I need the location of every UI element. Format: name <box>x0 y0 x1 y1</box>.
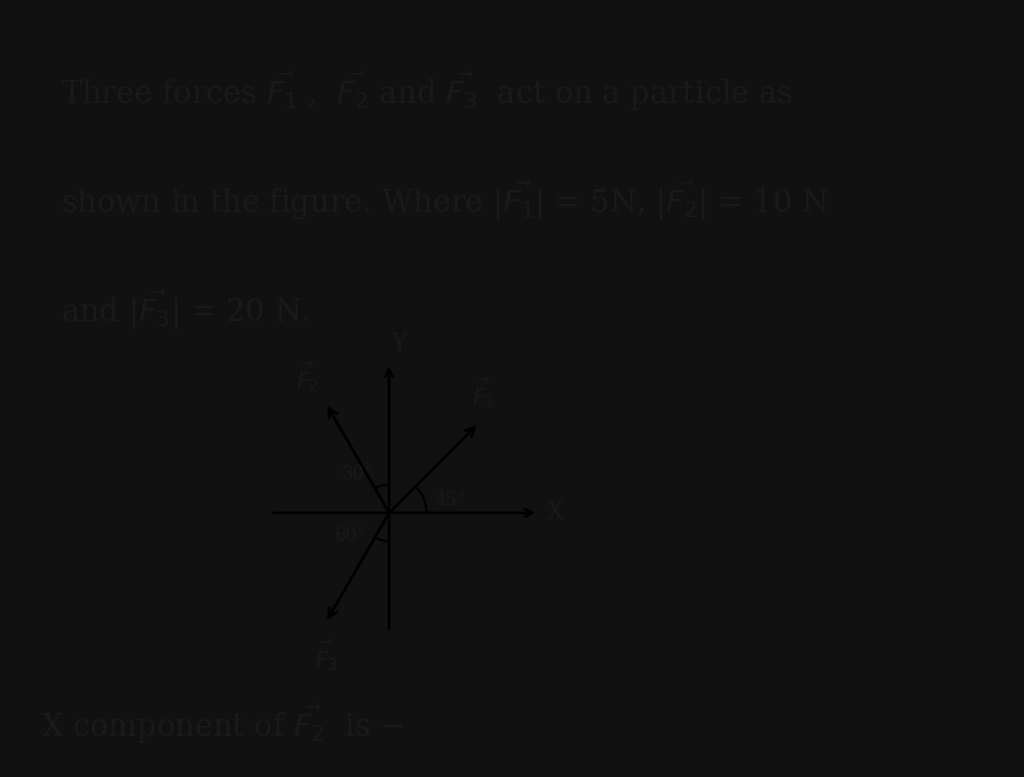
Text: X component of $\vec{F_2}$  is −: X component of $\vec{F_2}$ is − <box>41 703 404 746</box>
Text: 30°: 30° <box>342 465 374 483</box>
Text: 45°: 45° <box>434 491 466 510</box>
Text: 60°: 60° <box>335 528 367 545</box>
Text: $\overset{\rightarrow}{F_2}$: $\overset{\rightarrow}{F_2}$ <box>296 358 318 394</box>
Text: shown in the figure. Where $|\vec{F_1}|$ = 5N, $|\vec{F_2}|$ = 10 N: shown in the figure. Where $|\vec{F_1}|$… <box>61 179 829 221</box>
Text: Y: Y <box>391 333 407 356</box>
Text: and $|\vec{F_3}|$ = 20 N.: and $|\vec{F_3}|$ = 20 N. <box>61 287 310 330</box>
Text: $\overset{\rightarrow}{F_1}$: $\overset{\rightarrow}{F_1}$ <box>472 374 494 409</box>
Text: $\overset{\rightarrow}{F_3}$: $\overset{\rightarrow}{F_3}$ <box>314 638 337 674</box>
Text: X: X <box>547 501 564 524</box>
Text: Three forces $\vec{F_1}$ ,  $\vec{F_2}$ and $\vec{F_3}$  act on a particle as: Three forces $\vec{F_1}$ , $\vec{F_2}$ a… <box>61 70 794 113</box>
